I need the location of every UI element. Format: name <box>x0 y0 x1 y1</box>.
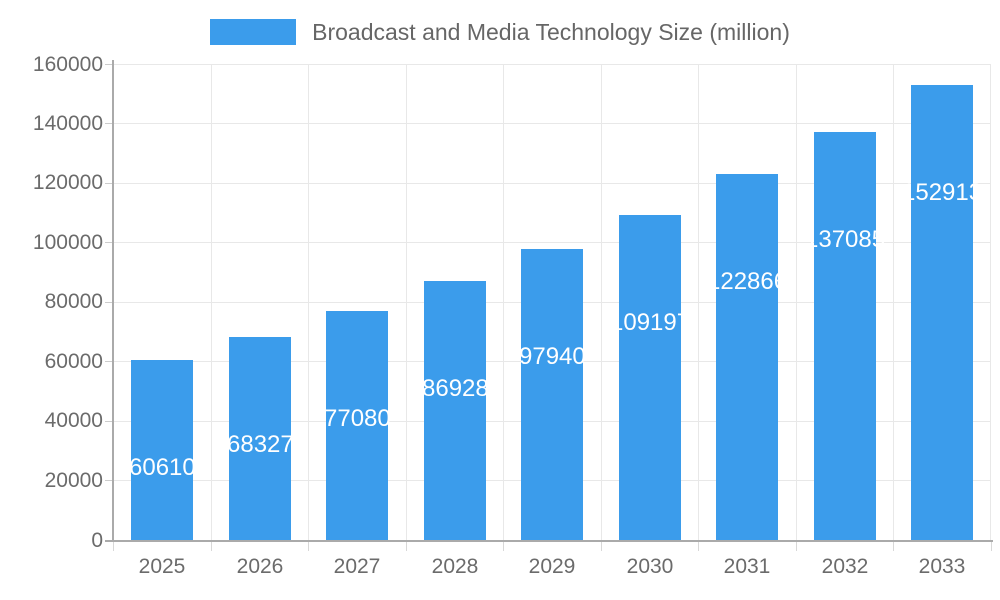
y-tick-mark <box>105 361 113 362</box>
x-tick-mark <box>406 542 407 551</box>
legend-item-broadcast-and-media-technology-size[interactable]: Broadcast and Media Technology Size (mil… <box>210 19 790 45</box>
x-tick-mark <box>698 542 699 551</box>
x-tick-mark <box>308 542 309 551</box>
y-tick-mark <box>105 302 113 303</box>
gridline-horizontal <box>113 64 991 65</box>
gridline-vertical <box>503 64 504 540</box>
bar-2032[interactable] <box>814 132 876 540</box>
y-tick-mark <box>105 183 113 184</box>
gridline-vertical <box>893 64 894 540</box>
y-tick-label-40000: 40000 <box>44 409 103 432</box>
x-tick-label-2033: 2033 <box>918 555 966 578</box>
x-tick-mark <box>991 542 992 551</box>
y-tick-mark <box>105 123 113 124</box>
y-tick-label-160000: 160000 <box>32 53 103 76</box>
y-tick-mark <box>105 421 113 422</box>
y-tick-mark <box>105 480 113 481</box>
gridline-vertical <box>990 64 991 540</box>
y-tick-mark <box>105 64 113 65</box>
x-tick-mark <box>503 542 504 551</box>
bar-2030[interactable] <box>619 215 681 540</box>
x-tick-label-2025: 2025 <box>138 555 186 578</box>
y-tick-label-60000: 60000 <box>44 350 103 373</box>
x-tick-mark <box>893 542 894 551</box>
x-tick-mark <box>601 542 602 551</box>
x-tick-label-2031: 2031 <box>723 555 771 578</box>
y-tick-label-100000: 100000 <box>32 231 103 254</box>
gridline-vertical <box>601 64 602 540</box>
chart-legend: Broadcast and Media Technology Size (mil… <box>0 12 1000 52</box>
x-tick-mark <box>211 542 212 551</box>
y-tick-mark <box>105 242 113 243</box>
bar-2025[interactable] <box>131 360 193 540</box>
y-tick-label-120000: 120000 <box>32 171 103 194</box>
x-tick-label-2027: 2027 <box>333 555 381 578</box>
gridline-vertical <box>796 64 797 540</box>
y-tick-label-140000: 140000 <box>32 112 103 135</box>
gridline-horizontal <box>113 183 991 184</box>
bar-2029[interactable] <box>521 249 583 540</box>
gridline-vertical <box>698 64 699 540</box>
y-tick-label-80000: 80000 <box>44 290 103 313</box>
bar-2027[interactable] <box>326 311 388 540</box>
plot-clip: 60610 68327 77080 86928 97940 109197 122… <box>113 64 991 540</box>
y-axis-labels: 160000 140000 120000 100000 80000 60000 … <box>0 0 103 600</box>
bar-2026[interactable] <box>229 337 291 540</box>
x-tick-label-2028: 2028 <box>431 555 479 578</box>
gridline-vertical <box>308 64 309 540</box>
x-axis-line <box>105 540 993 542</box>
bar-2028[interactable] <box>424 281 486 540</box>
x-tick-label-2026: 2026 <box>236 555 284 578</box>
x-tick-mark <box>796 542 797 551</box>
bar-2033[interactable] <box>911 85 973 540</box>
gridline-horizontal <box>113 123 991 124</box>
gridline-horizontal <box>113 242 991 243</box>
plot-area: 60610 68327 77080 86928 97940 109197 122… <box>113 64 991 540</box>
x-tick-mark <box>113 542 114 551</box>
x-tick-label-2029: 2029 <box>528 555 576 578</box>
y-tick-label-20000: 20000 <box>44 469 103 492</box>
y-axis-line <box>112 60 114 542</box>
gridline-vertical <box>406 64 407 540</box>
gridline-vertical <box>211 64 212 540</box>
x-tick-label-2032: 2032 <box>821 555 869 578</box>
bar-2031[interactable] <box>716 174 778 540</box>
legend-label: Broadcast and Media Technology Size (mil… <box>312 18 790 45</box>
y-tick-label-0: 0 <box>91 529 103 552</box>
legend-color-swatch <box>210 19 297 45</box>
x-tick-label-2030: 2030 <box>626 555 674 578</box>
